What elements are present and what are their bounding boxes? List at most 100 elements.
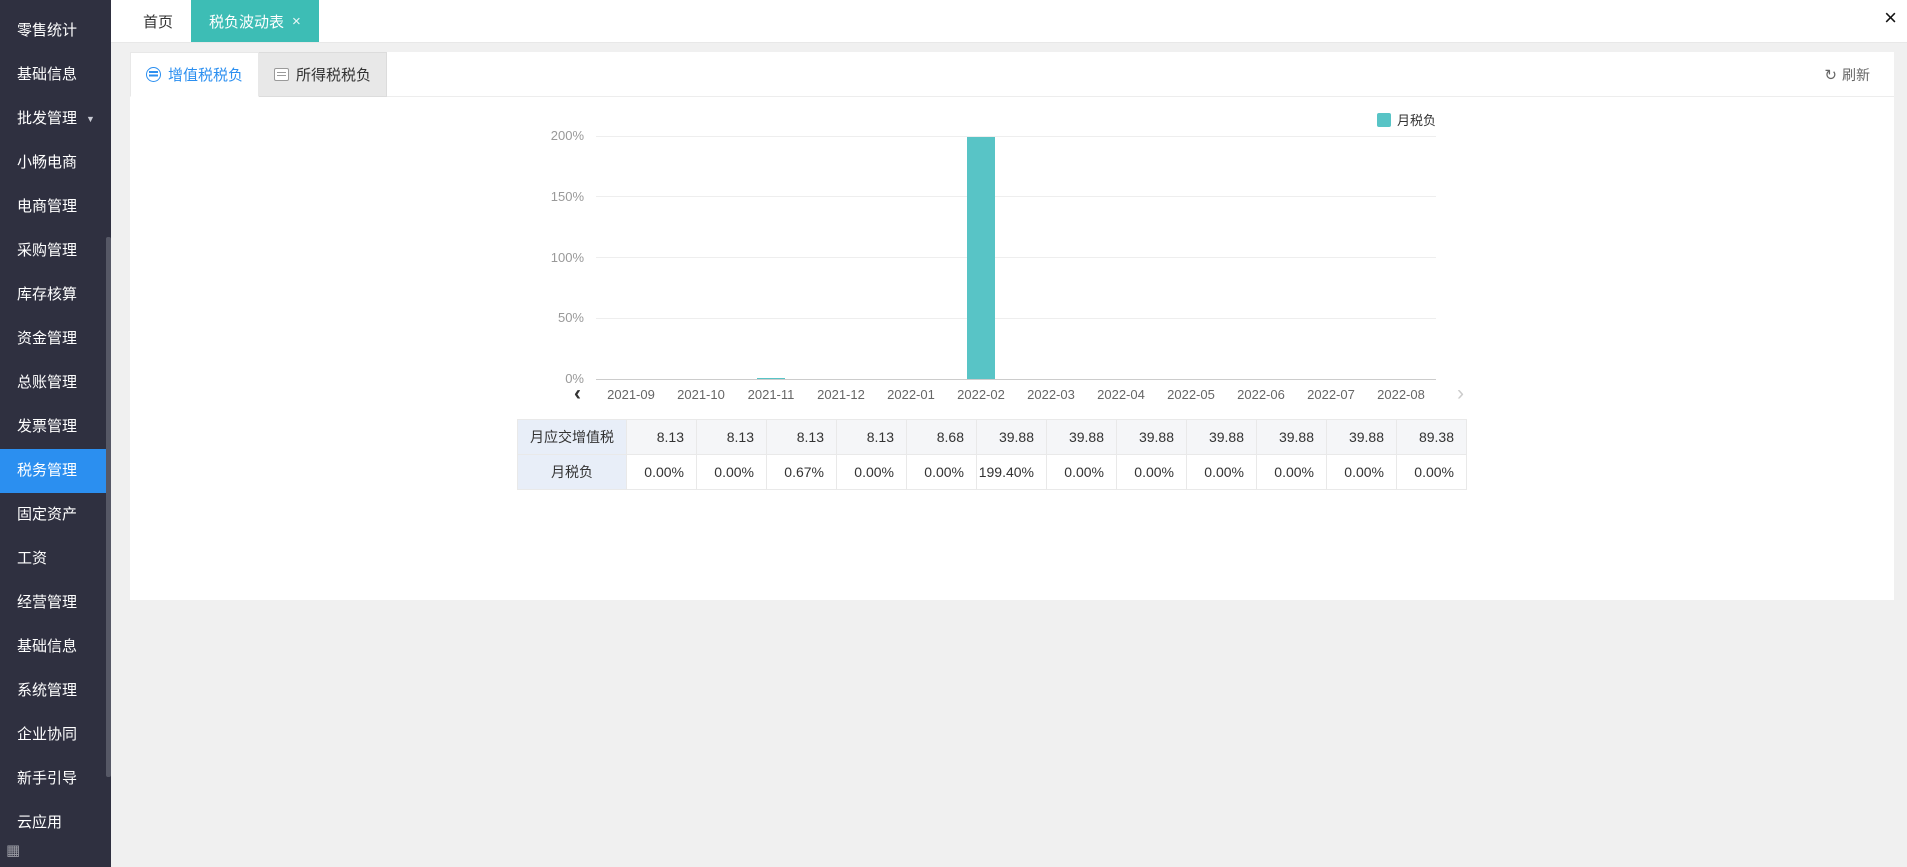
sidebar-item-采购管理[interactable]: 采购管理 [0, 229, 111, 273]
table-cell: 0.00% [1186, 454, 1257, 490]
sidebar-item-基础信息[interactable]: 基础信息 [0, 53, 111, 97]
table-cell: 0.00% [1256, 454, 1327, 490]
table-cell: 39.88 [1256, 419, 1327, 455]
sidebar-item-label: 小畅电商 [17, 154, 78, 171]
bar-2021-11[interactable] [757, 377, 785, 379]
row-header: 月税负 [517, 454, 627, 490]
table-cell: 39.88 [1046, 419, 1117, 455]
topbar-tab[interactable]: 首页 [125, 0, 191, 42]
table-cell: 8.68 [906, 419, 977, 455]
sidebar-item-新手引导[interactable]: 新手引导 [0, 757, 111, 801]
sidebar-item-小畅电商[interactable]: 小畅电商 [0, 141, 111, 185]
sidebar-item-label: 企业协同 [17, 726, 78, 743]
x-axis-tick-label: 2022-04 [1097, 387, 1145, 402]
sidebar-item-工资[interactable]: 工资 [0, 537, 111, 581]
sidebar-item-云应用[interactable]: 云应用 [0, 801, 111, 845]
sidebar-item-系统管理[interactable]: 系统管理 [0, 669, 111, 713]
table-cell: 39.88 [1186, 419, 1257, 455]
table-cell: 0.00% [1396, 454, 1467, 490]
table-row: 月税负 0.00% 0.00% 0.67% 0.00% 0.00% 199.40% 0.00%… [517, 454, 1467, 490]
sidebar-footer: ▦ [0, 841, 111, 865]
tab-close-icon[interactable]: × [292, 12, 301, 30]
chart-next-arrow[interactable]: › [1457, 382, 1464, 405]
y-axis-tick-label: 200% [550, 128, 584, 143]
sidebar-item-库存核算[interactable]: 库存核算 [0, 273, 111, 317]
sidebar-item-经营管理[interactable]: 经营管理 [0, 581, 111, 625]
table-cell: 0.00% [836, 454, 907, 490]
bar-2022-02[interactable] [967, 136, 995, 379]
sidebar-item-固定资产[interactable]: 固定资产 [0, 493, 111, 537]
chart-legend: 月税负 [1376, 110, 1436, 129]
topbar-tab-label: 首页 [143, 13, 174, 31]
x-axis-tick-label: 2021-10 [677, 387, 725, 402]
topbar-tabs: 首页 税负波动表 × [125, 0, 319, 42]
sidebar-item-label: 零售统计 [17, 22, 78, 39]
panel-tab-label: 所得税税负 [296, 67, 372, 84]
sidebar-menu: 零售统计 基础信息 批发管理 ▼ 小畅电商 电商管理 采购管理 库存核算 资金管理 总账管理 发票管… [0, 0, 111, 845]
sidebar-item-label: 批发管理 [17, 110, 78, 127]
x-axis-line [596, 378, 1436, 380]
sidebar-item-label: 发票管理 [17, 418, 78, 435]
sidebar-item-电商管理[interactable]: 电商管理 [0, 185, 111, 229]
gridline [596, 317, 1436, 319]
table-row: 月应交增值税 8.13 8.13 8.13 8.13 8.68 39.88 39.88 39.8… [517, 419, 1467, 455]
sidebar-item-label: 云应用 [17, 814, 63, 831]
sidebar-item-label: 电商管理 [17, 198, 78, 215]
table-cell: 0.00% [1116, 454, 1187, 490]
sidebar-item-label: 新手引导 [17, 770, 78, 787]
chart-prev-arrow[interactable]: ‹ [574, 382, 581, 405]
sidebar-item-label: 资金管理 [17, 330, 78, 347]
table-cell: 39.88 [1116, 419, 1187, 455]
table-cell: 39.88 [1326, 419, 1397, 455]
table-cell: 8.13 [626, 419, 697, 455]
topbar-tab-label: 税负波动表 [209, 13, 285, 31]
sidebar-item-发票管理[interactable]: 发票管理 [0, 405, 111, 449]
y-axis-tick-label: 150% [550, 188, 584, 204]
refresh-button[interactable]: ↻ 刷新 [1824, 52, 1870, 97]
panel-tab-bar: 增值税税负 所得税税负 ↻ 刷新 [130, 52, 1894, 97]
x-axis-tick-label: 2022-06 [1237, 387, 1285, 402]
row-header: 月应交增值税 [517, 419, 627, 455]
topbar-tab[interactable]: 税负波动表 × [191, 0, 319, 42]
gridline [596, 196, 1436, 198]
x-axis-tick-label: 2022-05 [1167, 387, 1215, 402]
vat-tab-icon [146, 67, 161, 82]
refresh-label: 刷新 [1842, 66, 1870, 83]
tab-income-tax-burden[interactable]: 所得税税负 [259, 52, 388, 97]
sidebar-item-企业协同[interactable]: 企业协同 [0, 713, 111, 757]
sidebar-item-label: 税务管理 [17, 462, 78, 479]
sidebar-item-label: 库存核算 [17, 286, 78, 303]
sidebar-item-批发管理[interactable]: 批发管理 ▼ [0, 97, 111, 141]
menu-grid-icon[interactable]: ▦ [6, 842, 21, 859]
gridline [596, 135, 1436, 137]
table-cell: 39.88 [976, 419, 1047, 455]
tax-burden-chart: 月税负 0% 50% 100% 150% 200% 2021-09 2021-10 2021-… [551, 112, 1464, 436]
table-cell: 0.00% [906, 454, 977, 490]
x-axis-tick-label: 2022-01 [887, 387, 935, 402]
sidebar-item-基础信息[interactable]: 基础信息 [0, 625, 111, 669]
legend-label: 月税负 [1396, 113, 1436, 128]
topbar: 首页 税负波动表 × × [111, 0, 1907, 43]
tab-vat-burden[interactable]: 增值税税负 [130, 52, 260, 97]
sidebar-item-零售统计[interactable]: 零售统计 [0, 9, 111, 53]
table-cell: 8.13 [836, 419, 907, 455]
sidebar-item-税务管理[interactable]: 税务管理 [0, 449, 111, 493]
sidebar-scrollbar[interactable] [106, 237, 111, 777]
sidebar-item-label: 经营管理 [17, 594, 78, 611]
chart-plot: 0% 50% 100% 150% 200% 2021-09 2021-10 2021-11 20… [551, 128, 1436, 402]
table-cell: 8.13 [696, 419, 767, 455]
sidebar-item-资金管理[interactable]: 资金管理 [0, 317, 111, 361]
sidebar-item-label: 系统管理 [17, 682, 78, 699]
x-axis-tick-label: 2022-07 [1307, 387, 1355, 402]
x-axis-tick-label: 2021-12 [817, 387, 865, 402]
sidebar-item-总账管理[interactable]: 总账管理 [0, 361, 111, 405]
x-axis-tick-label: 2022-08 [1377, 387, 1425, 402]
close-window-icon[interactable]: × [1884, 5, 1897, 30]
tax-table: 月应交增值税 8.13 8.13 8.13 8.13 8.68 39.88 39.88 39.8… [517, 419, 1467, 490]
sidebar-item-label: 固定资产 [17, 506, 78, 523]
refresh-icon: ↻ [1824, 66, 1837, 84]
table-cell: 199.40% [976, 454, 1047, 490]
income-tab-icon [274, 68, 290, 81]
table-cell: 0.00% [626, 454, 697, 490]
